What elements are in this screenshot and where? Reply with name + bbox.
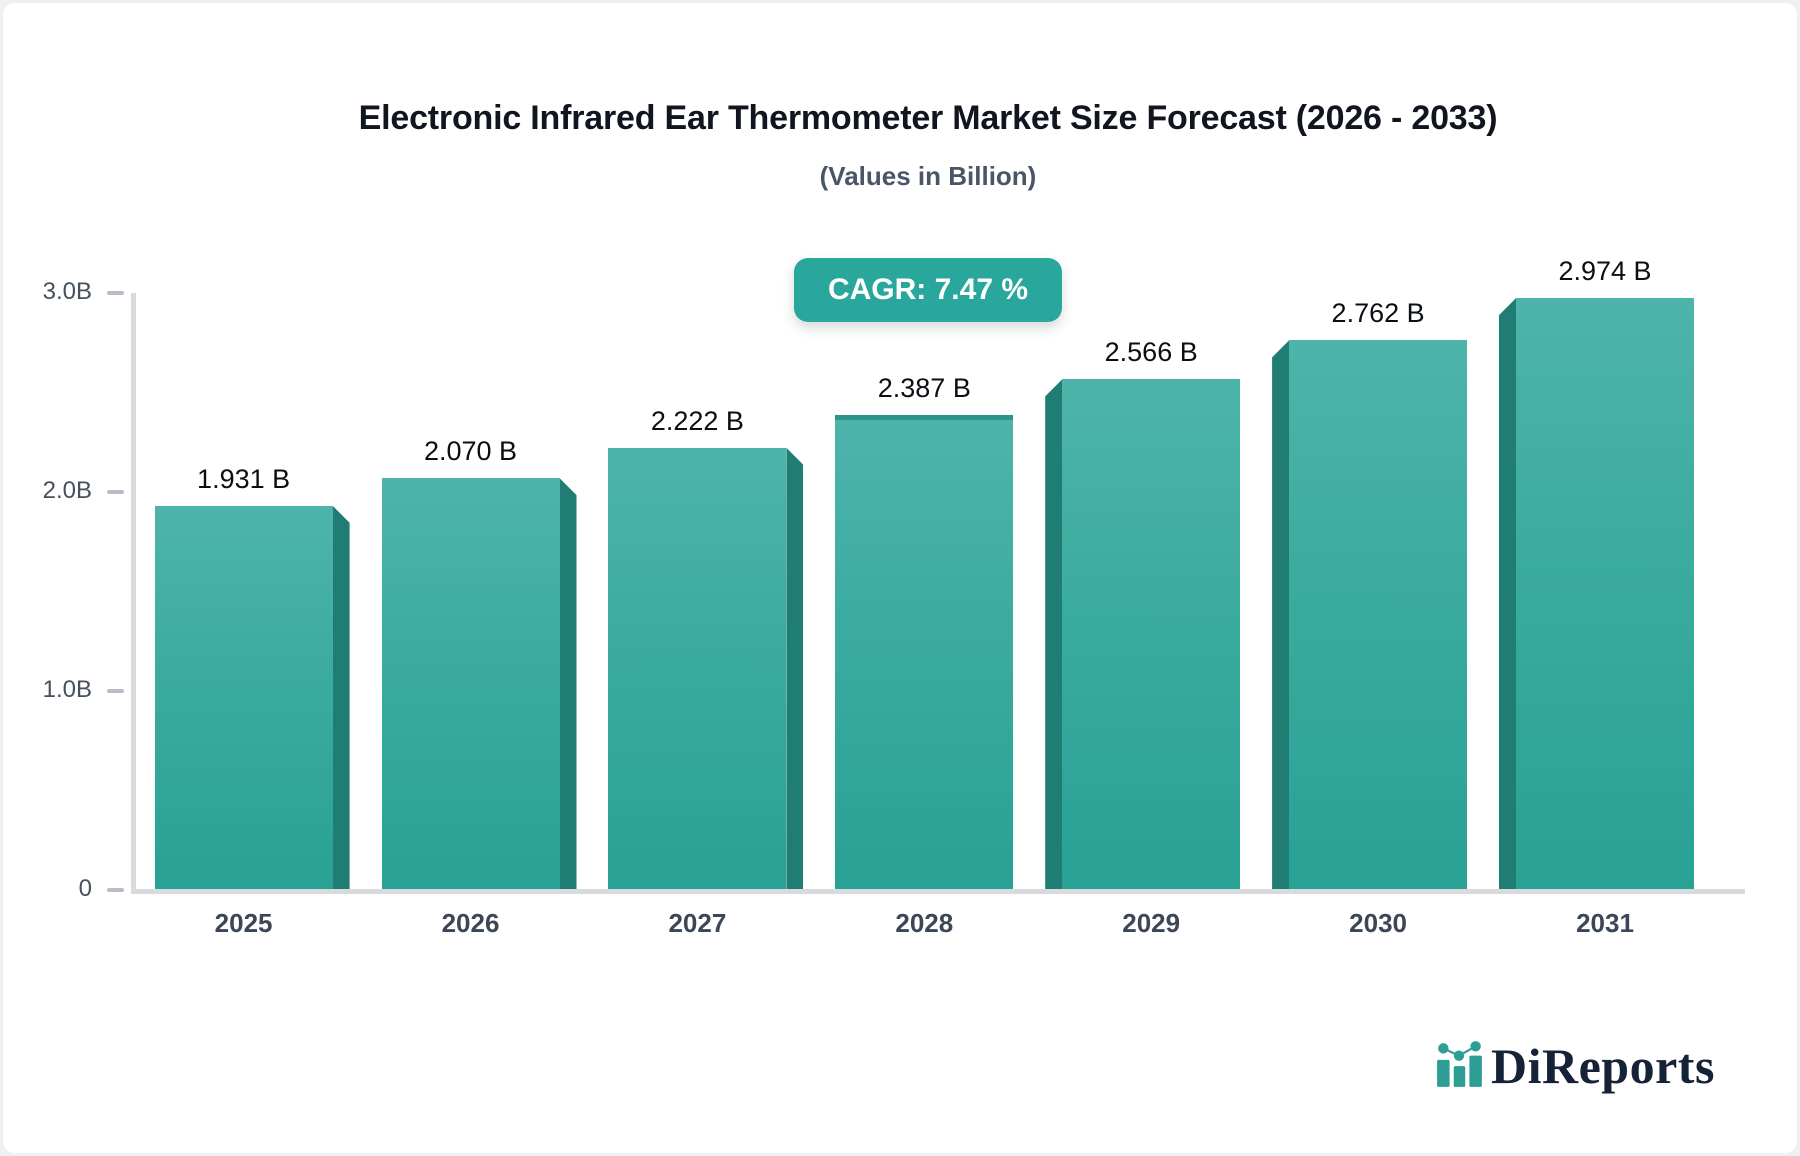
y-tick-mark (107, 888, 124, 892)
bar-value-label: 2.566 B (1104, 337, 1198, 368)
bar-value-label: 2.974 B (1558, 256, 1652, 287)
brand-logo: DiReports (1435, 1041, 1715, 1091)
cagr-badge: CAGR: 7.47 % (793, 258, 1063, 322)
chart-title: Electronic Infrared Ear Thermometer Mark… (358, 99, 1498, 137)
y-axis-line (131, 293, 136, 893)
bar-value-label: 2.762 B (1331, 298, 1425, 329)
bar-side-panel (559, 478, 577, 889)
bar-2031 (1516, 298, 1694, 889)
bar-value-label: 2.387 B (877, 372, 971, 403)
bar-value-label: 2.222 B (650, 405, 744, 436)
bar-side-panel (1045, 379, 1063, 889)
x-axis-label: 2025 (214, 908, 273, 938)
bar-side-panel (332, 505, 350, 889)
y-tick-label: 1.0B (42, 676, 92, 703)
y-tick-mark (107, 490, 124, 494)
bar-2028 (835, 414, 1014, 889)
bar-value-label: 2.070 B (423, 436, 518, 467)
bar-side-panel (786, 447, 804, 889)
x-axis-line (131, 889, 1745, 894)
bar-2026 (381, 478, 560, 889)
bar-side-panel (1499, 298, 1516, 889)
bar-line-chart-icon (1437, 1041, 1482, 1087)
x-axis-label: 2030 (1349, 908, 1408, 938)
bar-2030 (1289, 340, 1468, 889)
chart-subtitle: (Values in Billion) (819, 161, 1037, 191)
x-axis-label: 2027 (668, 908, 727, 938)
y-tick-label: 3.0B (42, 278, 92, 305)
x-axis-label: 2031 (1576, 908, 1634, 938)
y-tick-mark (107, 689, 124, 693)
y-tick-label: 0 (78, 875, 92, 902)
bar-2027 (608, 447, 787, 889)
bar-2025 (154, 505, 333, 889)
bar-2029 (1062, 379, 1241, 889)
y-tick-mark (107, 291, 124, 295)
bar-value-label: 1.931 B (197, 463, 291, 494)
x-axis-label: 2029 (1122, 908, 1181, 938)
chart-card: Electronic Infrared Ear Thermometer Mark… (3, 3, 1797, 1153)
bar-side-panel (1272, 340, 1290, 889)
x-axis-label: 2028 (895, 908, 954, 938)
x-axis-label: 2026 (441, 908, 500, 938)
y-tick-label: 2.0B (42, 477, 92, 504)
brand-name: DiReports (1491, 1038, 1715, 1094)
